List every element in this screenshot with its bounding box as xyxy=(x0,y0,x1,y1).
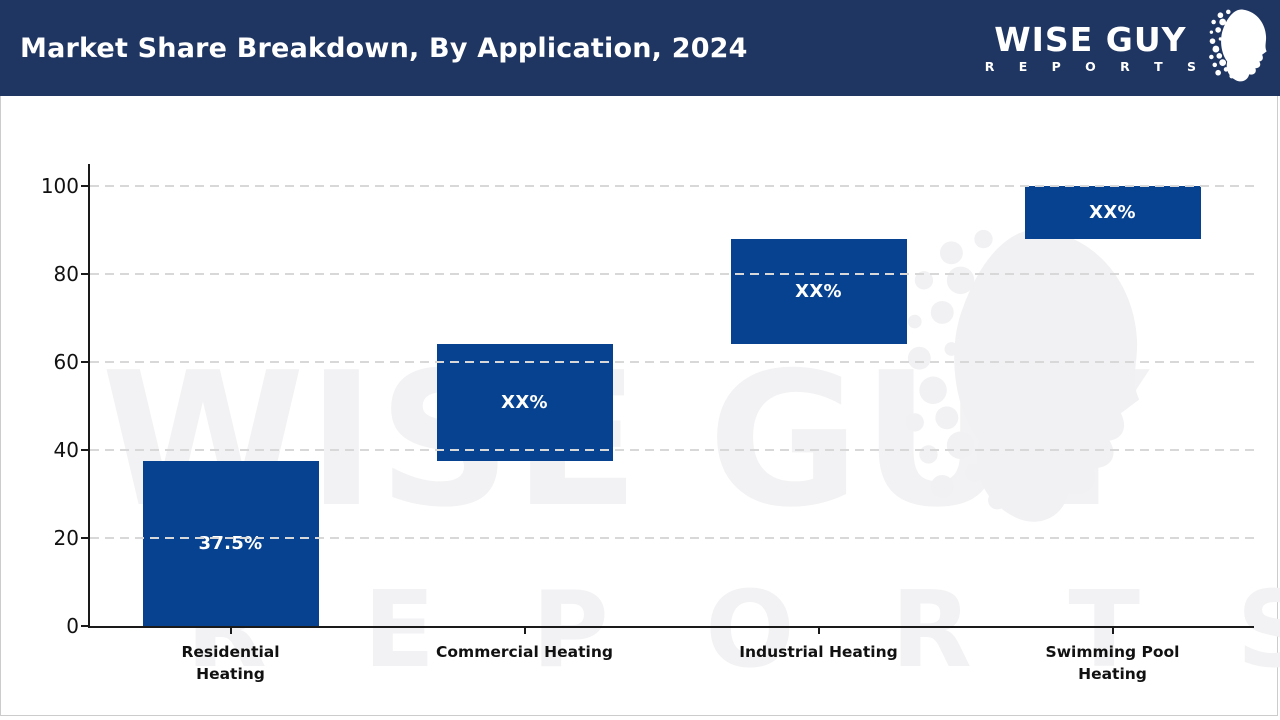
y-tick-mark xyxy=(81,273,88,275)
y-tick-mark xyxy=(81,625,88,627)
y-tick-mark xyxy=(81,361,88,363)
x-category-label: Commercial Heating xyxy=(436,643,613,661)
bar: XX% xyxy=(1024,186,1201,239)
y-tick-label: 0 xyxy=(66,614,79,638)
y-tick-label: 60 xyxy=(53,350,79,374)
logo-face-icon xyxy=(1209,9,1267,81)
bar-value-label: XX% xyxy=(1089,201,1136,223)
x-tick-mark xyxy=(523,628,526,634)
x-category-label: Residential Heating xyxy=(181,643,280,683)
header-bar: Market Share Breakdown, By Application, … xyxy=(0,0,1280,96)
y-tick-label: 20 xyxy=(53,526,79,550)
gridline xyxy=(90,537,1254,539)
x-axis-line xyxy=(88,626,1254,628)
bar-value-label: XX% xyxy=(795,281,842,303)
y-tick-mark xyxy=(81,185,88,187)
y-tick-mark xyxy=(81,537,88,539)
y-tick-label: 80 xyxy=(53,262,79,286)
brand-logo-name: WISE GUY xyxy=(994,19,1187,59)
bar: 37.5% xyxy=(142,461,319,626)
bar: XX% xyxy=(436,344,613,461)
x-category-label: Swimming Pool Heating xyxy=(1045,643,1180,683)
x-tick-mark xyxy=(1111,628,1114,634)
watermark-face-icon xyxy=(905,229,1140,522)
y-tick-label: 40 xyxy=(53,438,79,462)
y-tick-label: 100 xyxy=(40,174,79,198)
gridline xyxy=(90,273,1254,275)
x-category-label: Industrial Heating xyxy=(739,643,898,661)
gridline xyxy=(90,361,1254,363)
x-tick-mark xyxy=(817,628,820,634)
bar: XX% xyxy=(730,238,907,345)
gridline xyxy=(90,185,1254,187)
y-tick-mark xyxy=(81,449,88,451)
brand-logo-subname: R E P O R T S xyxy=(984,58,1206,74)
brand-logo-text: WISE GUY R E P O R T S xyxy=(975,23,1206,74)
watermark-subtext: R E P O R T S xyxy=(186,569,1280,691)
plot-area: WISE GUY R E P O R T S 0 20 40 60 80 100 37.5%… xyxy=(0,96,1280,716)
brand-logo: WISE GUY R E P O R T S xyxy=(975,6,1270,91)
y-axis-line xyxy=(88,164,90,628)
bar-value-label: XX% xyxy=(501,392,548,414)
gridline xyxy=(90,449,1254,451)
page-title: Market Share Breakdown, By Application, … xyxy=(20,32,748,64)
x-tick-mark xyxy=(229,628,232,634)
